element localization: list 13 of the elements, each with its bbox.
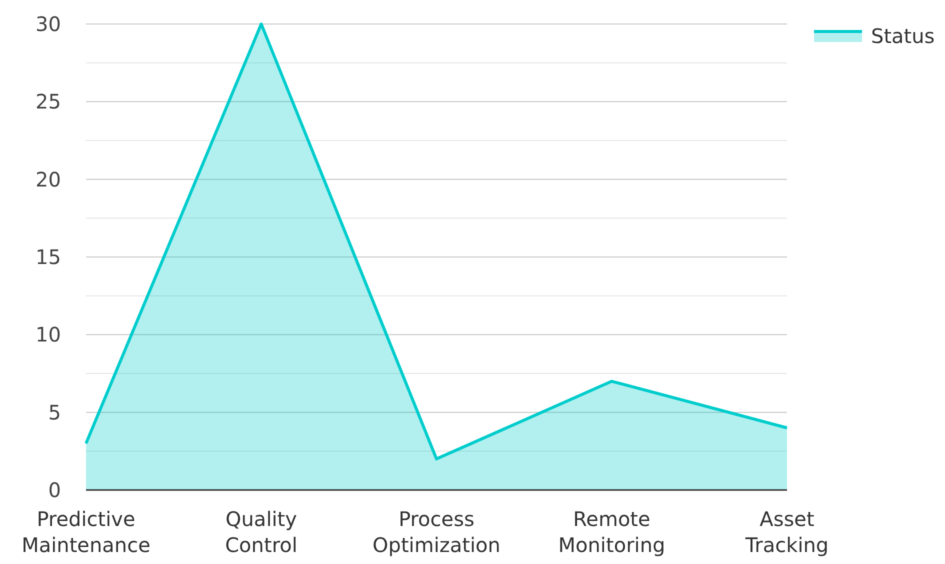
x-tick-label: Remote Monitoring xyxy=(558,507,666,557)
y-tick-label: 20 xyxy=(36,167,61,192)
x-tick-label: Asset Tracking xyxy=(744,507,829,557)
y-tick-label: 15 xyxy=(36,245,61,269)
x-tick-label: Process Optimization xyxy=(372,507,500,557)
y-tick-label: 0 xyxy=(48,478,61,502)
x-tick-label: Quality Control xyxy=(225,507,298,557)
x-tick-label: Predictive Maintenance xyxy=(22,507,150,557)
y-tick-label: 5 xyxy=(48,400,61,424)
y-tick-label: 30 xyxy=(36,12,61,36)
y-tick-label: 10 xyxy=(36,322,61,347)
y-tick-label: 25 xyxy=(36,90,61,114)
legend-label: Status xyxy=(871,24,935,48)
